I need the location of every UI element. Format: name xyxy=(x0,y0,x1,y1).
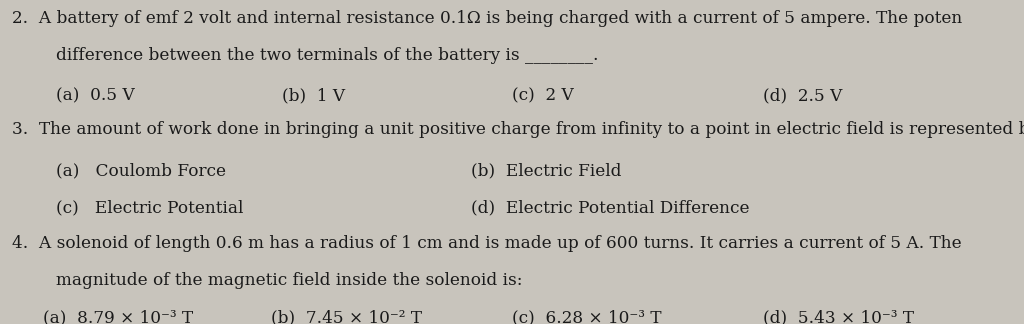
Text: 3.  The amount of work done in bringing a unit positive charge from infinity to : 3. The amount of work done in bringing a… xyxy=(12,122,1024,138)
Text: magnitude of the magnetic field inside the solenoid is:: magnitude of the magnetic field inside t… xyxy=(56,272,523,289)
Text: (c)  2 V: (c) 2 V xyxy=(512,87,573,104)
Text: (c)  6.28 × 10⁻³ T: (c) 6.28 × 10⁻³ T xyxy=(512,309,662,324)
Text: difference between the two terminals of the battery is ________.: difference between the two terminals of … xyxy=(56,47,599,64)
Text: (a)  8.79 × 10⁻³ T: (a) 8.79 × 10⁻³ T xyxy=(43,309,194,324)
Text: 2.  A battery of emf 2 volt and internal resistance 0.1Ω is being charged with a: 2. A battery of emf 2 volt and internal … xyxy=(12,10,963,27)
Text: (d)  Electric Potential Difference: (d) Electric Potential Difference xyxy=(471,199,750,216)
Text: (a)  0.5 V: (a) 0.5 V xyxy=(56,87,135,104)
Text: (b)  1 V: (b) 1 V xyxy=(282,87,345,104)
Text: (d)  5.43 × 10⁻³ T: (d) 5.43 × 10⁻³ T xyxy=(763,309,913,324)
Text: (a)   Coulomb Force: (a) Coulomb Force xyxy=(56,162,226,179)
Text: (c)   Electric Potential: (c) Electric Potential xyxy=(56,199,244,216)
Text: 4.  A solenoid of length 0.6 m has a radius of 1 cm and is made up of 600 turns.: 4. A solenoid of length 0.6 m has a radi… xyxy=(12,235,962,252)
Text: (b)  7.45 × 10⁻² T: (b) 7.45 × 10⁻² T xyxy=(271,309,422,324)
Text: (d)  2.5 V: (d) 2.5 V xyxy=(763,87,843,104)
Text: (b)  Electric Field: (b) Electric Field xyxy=(471,162,622,179)
